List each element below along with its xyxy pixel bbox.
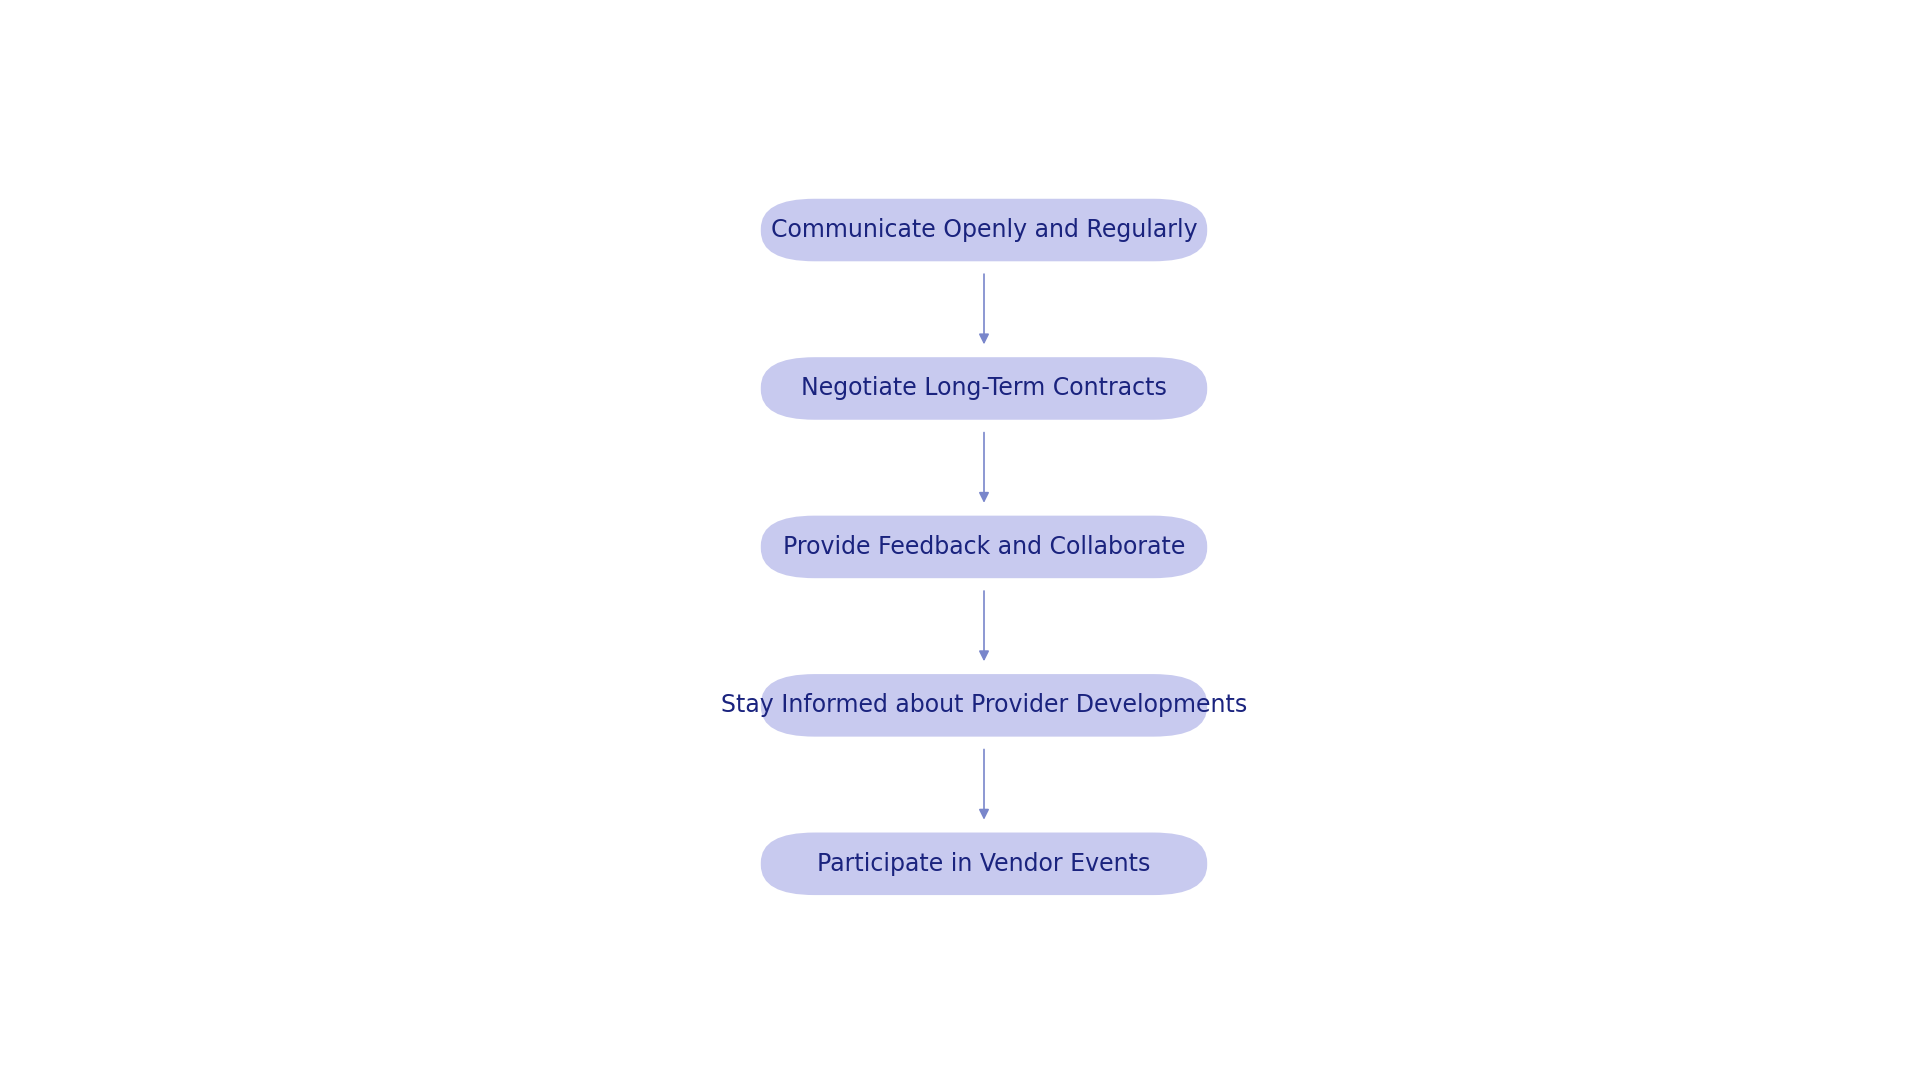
Text: Provide Feedback and Collaborate: Provide Feedback and Collaborate	[783, 535, 1185, 559]
Text: Negotiate Long-Term Contracts: Negotiate Long-Term Contracts	[801, 377, 1167, 401]
Text: Stay Informed about Provider Developments: Stay Informed about Provider Development…	[720, 693, 1248, 717]
FancyBboxPatch shape	[760, 833, 1208, 895]
Text: Communicate Openly and Regularly: Communicate Openly and Regularly	[770, 218, 1198, 242]
FancyBboxPatch shape	[760, 674, 1208, 736]
FancyBboxPatch shape	[760, 199, 1208, 261]
Text: Participate in Vendor Events: Participate in Vendor Events	[818, 852, 1150, 876]
FancyBboxPatch shape	[760, 357, 1208, 420]
FancyBboxPatch shape	[760, 516, 1208, 578]
